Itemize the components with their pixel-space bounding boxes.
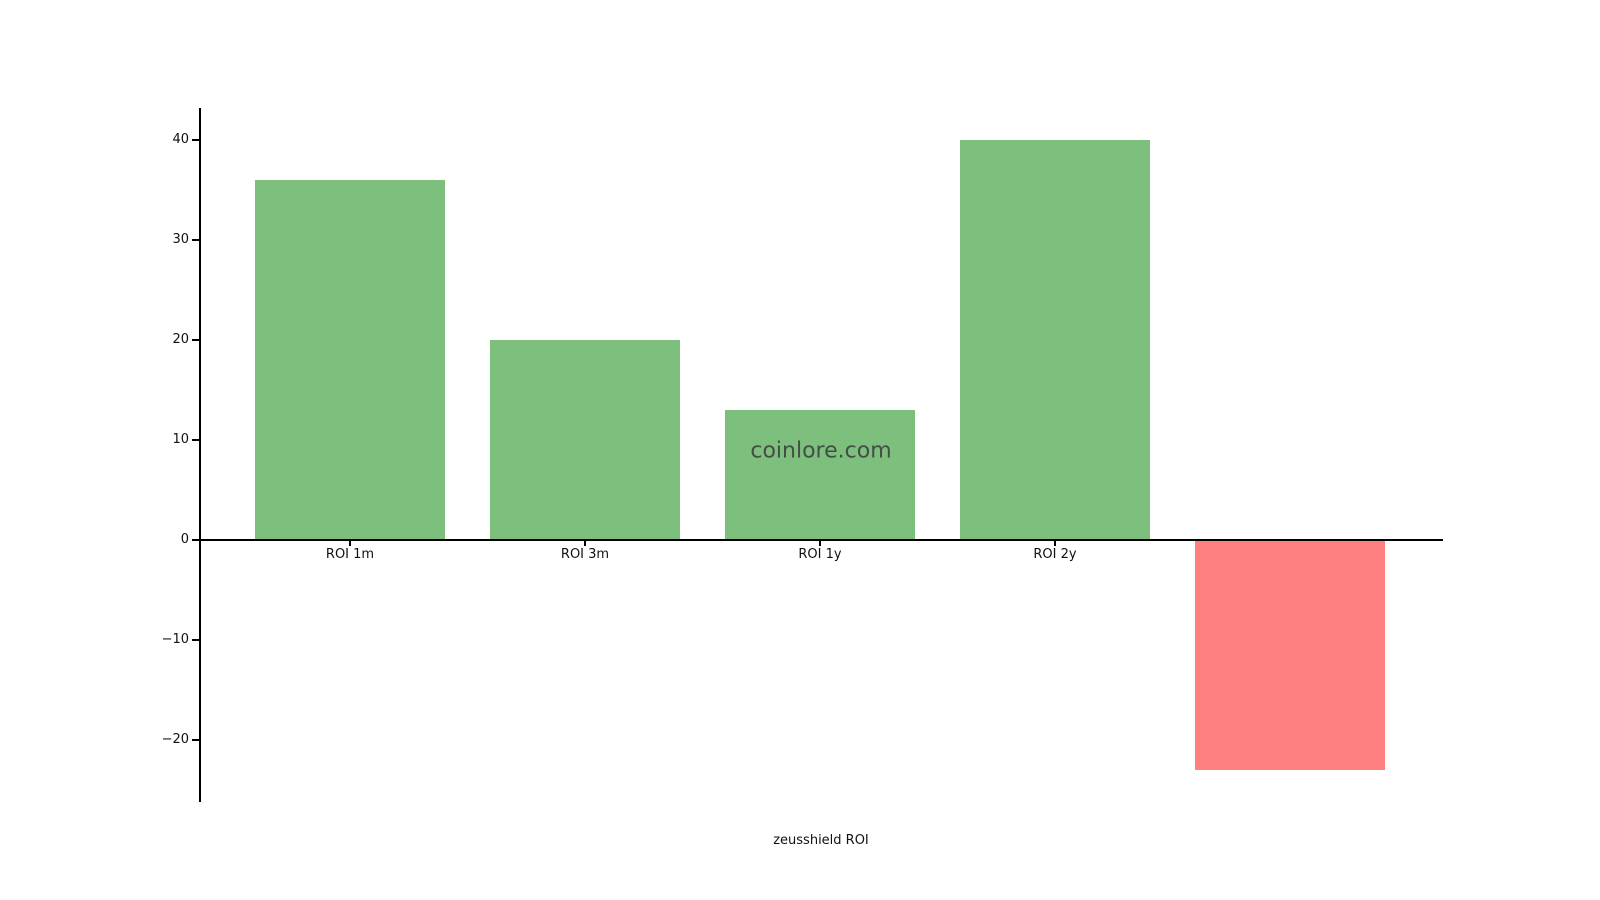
y-tick	[192, 339, 199, 341]
x-tick	[349, 540, 351, 546]
y-tick-label: 30	[172, 232, 189, 247]
x-axis-zero-line	[199, 539, 1443, 541]
y-tick	[192, 739, 199, 741]
x-tick-label: ROI 1m	[325, 547, 375, 562]
x-tick	[1054, 540, 1056, 546]
bar-5	[1195, 540, 1385, 770]
y-tick-label: −10	[161, 632, 189, 647]
y-tick-label: 20	[172, 332, 189, 347]
bar-roi-1m	[255, 180, 445, 540]
x-tick-label: ROI 2y	[1033, 547, 1077, 562]
y-tick	[192, 239, 199, 241]
x-tick-label: ROI 1y	[798, 547, 842, 562]
y-tick-label: 40	[172, 132, 189, 147]
y-tick-label: 10	[172, 432, 189, 447]
y-tick-label: 0	[180, 532, 189, 547]
x-tick	[584, 540, 586, 546]
bar-roi-2y	[960, 140, 1150, 540]
watermark: coinlore.com	[750, 438, 892, 464]
bar-roi-3m	[490, 340, 680, 540]
bar-roi-1y	[725, 410, 915, 540]
x-tick-label: ROI 3m	[560, 547, 610, 562]
y-tick	[192, 439, 199, 441]
y-tick	[192, 639, 199, 641]
y-tick	[192, 539, 199, 541]
y-tick-label: −20	[161, 732, 189, 747]
x-axis-title: zeusshield ROI	[773, 833, 869, 848]
y-tick	[192, 139, 199, 141]
y-axis-spine	[199, 108, 201, 802]
x-tick	[819, 540, 821, 546]
